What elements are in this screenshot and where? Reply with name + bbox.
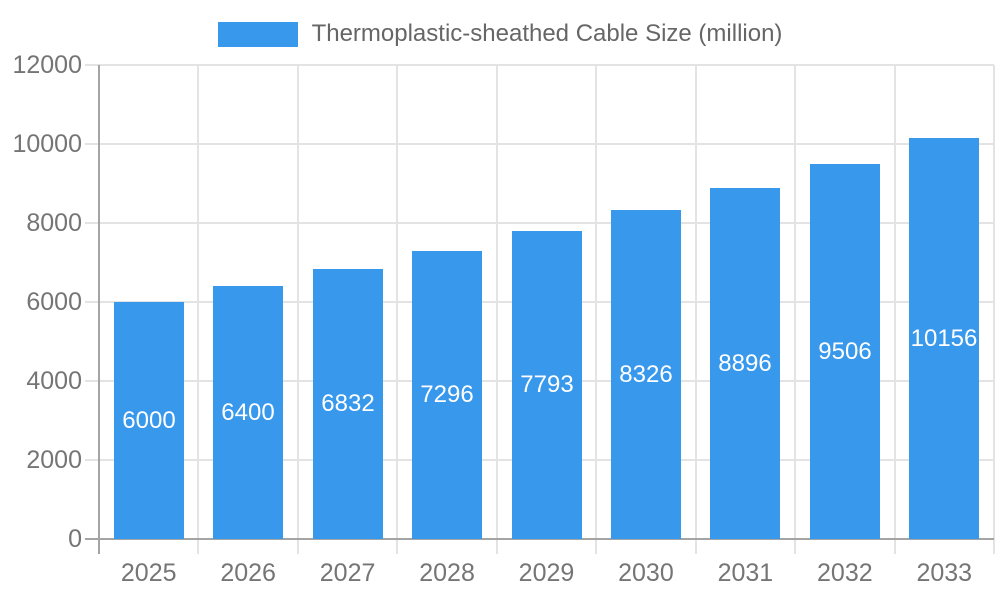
y-gridline (85, 64, 994, 66)
bar-value-label: 8326 (619, 360, 673, 388)
bar-value-label: 6400 (221, 398, 275, 426)
x-gridline (495, 65, 498, 554)
y-gridline (85, 222, 994, 224)
legend[interactable]: Thermoplastic-sheathed Cable Size (milli… (0, 19, 1000, 49)
y-axis-tick-label: 8000 (26, 209, 82, 237)
y-axis-line (98, 65, 100, 554)
bar-2033[interactable]: 10156 (909, 138, 979, 539)
x-axis-tick-label-2031: 2031 (717, 559, 774, 587)
bar-value-label: 6000 (122, 406, 176, 434)
x-gridline (296, 65, 299, 554)
y-axis-tick-label: 12000 (12, 51, 82, 79)
legend-swatch[interactable] (217, 21, 298, 47)
x-axis-tick-label-2032: 2032 (817, 559, 873, 587)
x-axis-tick-label-2033: 2033 (916, 559, 973, 587)
x-gridline (694, 65, 697, 554)
x-gridline (595, 65, 598, 554)
x-gridline (893, 65, 896, 554)
x-axis-tick-label-2028: 2028 (419, 559, 475, 587)
x-gridline (794, 65, 797, 554)
bar-2027[interactable]: 6832 (313, 269, 383, 539)
bar-value-label: 10156 (910, 324, 978, 352)
bar-value-label: 9506 (818, 337, 872, 365)
y-axis-tick-label: 6000 (26, 288, 82, 316)
x-gridline (993, 65, 995, 554)
bar-value-label: 7793 (520, 371, 574, 398)
x-gridline (197, 65, 200, 554)
y-axis-tick-label: 10000 (12, 130, 82, 158)
x-axis-tick-label-2029: 2029 (518, 559, 575, 587)
bar-value-label: 7296 (420, 381, 474, 408)
x-axis-tick-label-2030: 2030 (618, 559, 674, 587)
bar-value-label: 6832 (321, 390, 375, 417)
bar-2032[interactable]: 9506 (810, 164, 880, 539)
y-axis-tick-label: 0 (68, 525, 82, 553)
x-axis-tick-label-2026: 2026 (220, 559, 276, 587)
y-axis-tick-label: 4000 (26, 367, 82, 395)
bar-2030[interactable]: 8326 (611, 210, 681, 539)
bar-2029[interactable]: 7793 (512, 231, 582, 539)
x-axis-line (85, 538, 994, 540)
bar-2026[interactable]: 6400 (213, 286, 283, 539)
y-axis-tick-label: 2000 (26, 446, 82, 474)
x-axis-tick-label-2027: 2027 (319, 559, 376, 587)
bar-value-label: 8896 (718, 349, 772, 377)
bar-2028[interactable]: 7296 (412, 251, 482, 539)
y-gridline (85, 143, 994, 145)
x-gridline (396, 65, 399, 554)
legend-label[interactable]: Thermoplastic-sheathed Cable Size (milli… (311, 20, 783, 47)
x-axis-tick-label-2025: 2025 (120, 559, 177, 587)
bar-2025[interactable]: 6000 (114, 302, 184, 539)
bar-2031[interactable]: 8896 (710, 188, 780, 539)
